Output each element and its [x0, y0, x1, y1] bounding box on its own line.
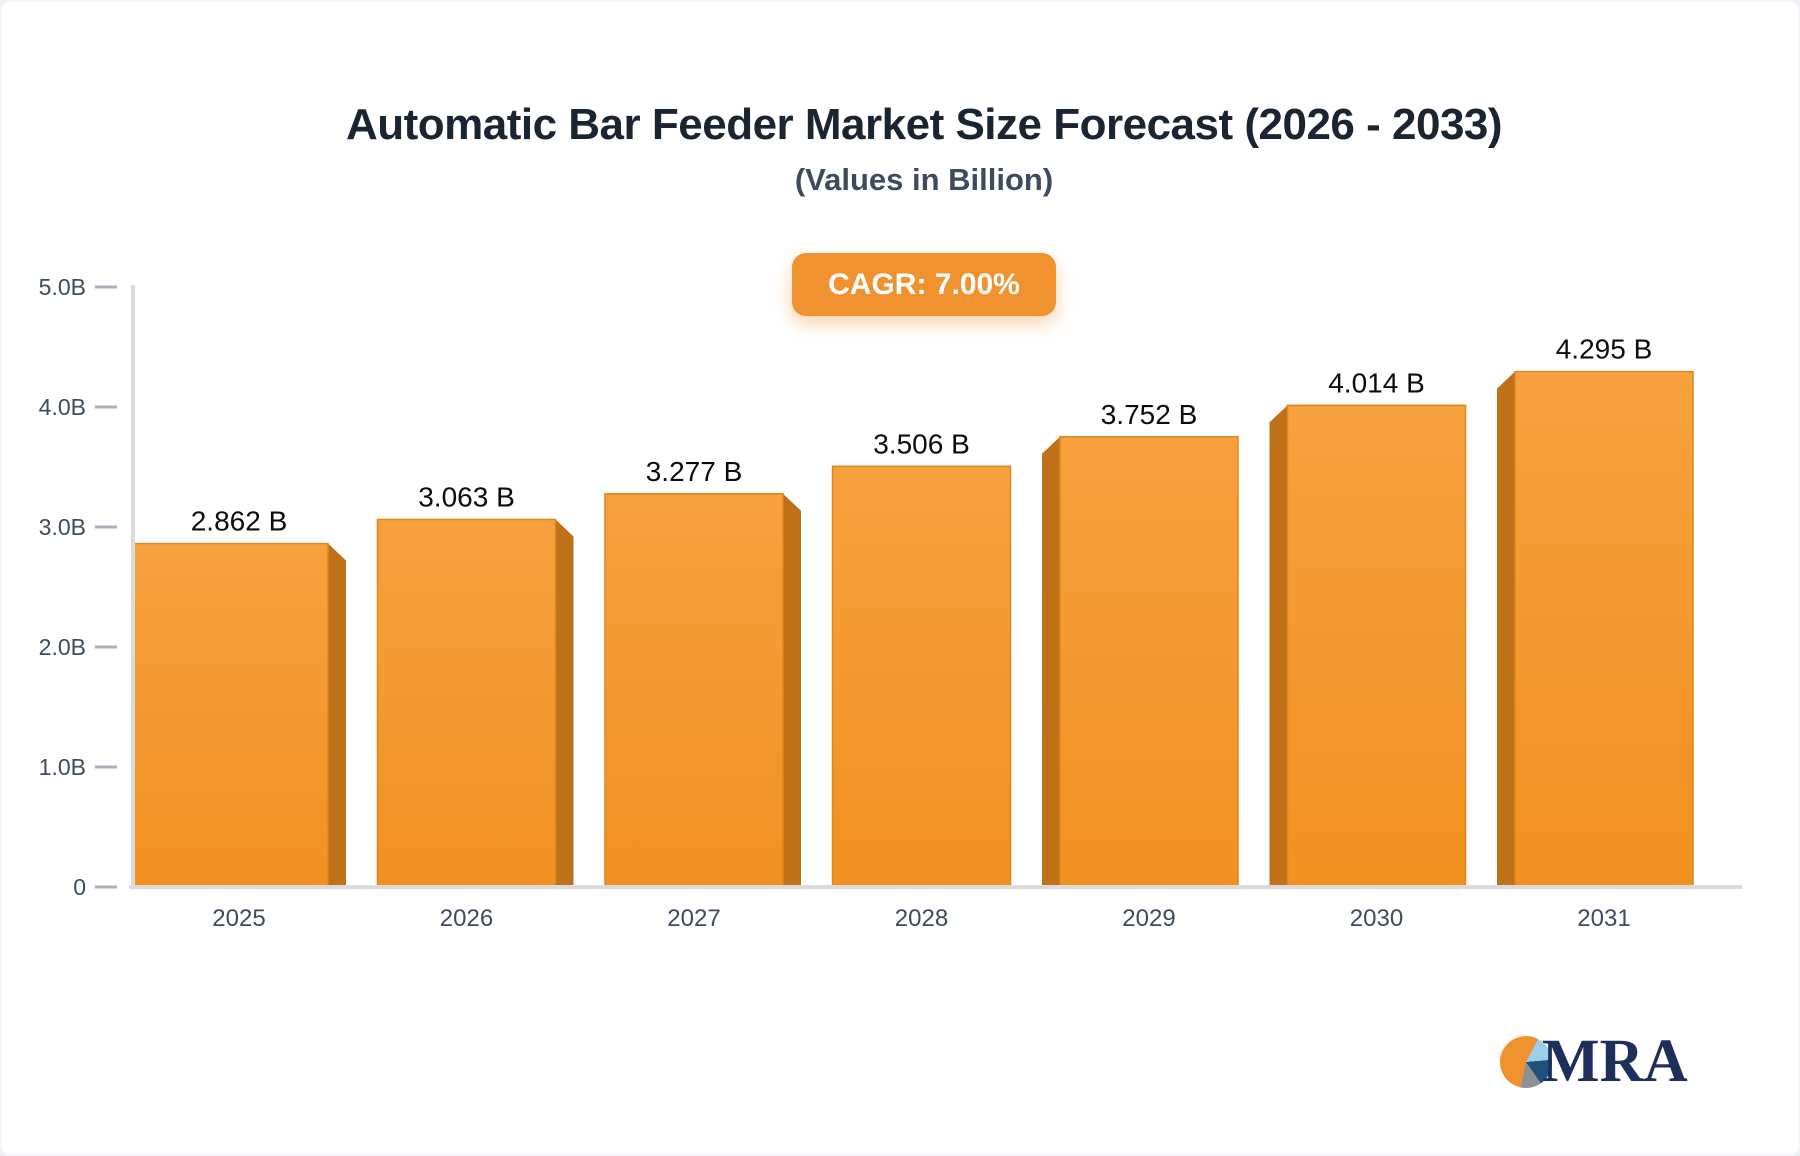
bar-face-2026 — [376, 518, 557, 887]
bar-side-2029 — [1042, 436, 1060, 886]
bar-value-label: 3.506 B — [873, 428, 970, 459]
bar-side-2031 — [1497, 371, 1515, 887]
bar-face-2027 — [604, 493, 784, 887]
bar-face-2025 — [132, 542, 329, 887]
chart-subtitle: (Values in Billion) — [794, 162, 1054, 197]
bar-face-2029 — [1059, 436, 1239, 887]
bar-face-2031 — [1514, 370, 1694, 887]
y-axis-label: 4.0B — [39, 394, 86, 420]
y-axis-label: 5.0B — [39, 274, 86, 300]
bar-value-label: 2.862 B — [191, 506, 288, 537]
x-axis-label: 2029 — [1122, 905, 1175, 932]
x-axis-label: 2031 — [1577, 905, 1630, 932]
x-axis-label: 2028 — [895, 905, 948, 932]
bar-value-label: 4.295 B — [1556, 334, 1653, 365]
x-axis-label: 2026 — [440, 905, 493, 932]
bar-value-label: 3.752 B — [1101, 399, 1198, 430]
cagr-badge-row: CAGR: 7.00% — [0, 253, 1800, 316]
y-axis-label: 0 — [73, 874, 86, 900]
x-axis-label: 2030 — [1350, 905, 1403, 932]
brand-logo-text: MRA — [1542, 1028, 1688, 1095]
brand-logo: MRA — [1500, 1028, 1688, 1095]
y-axis-label: 3.0B — [39, 514, 86, 540]
cagr-badge: CAGR: 7.00% — [792, 253, 1056, 316]
bar-face-2030 — [1286, 404, 1467, 887]
x-axis-label: 2027 — [667, 905, 720, 932]
chart-title: Automatic Bar Feeder Market Size Forecas… — [345, 100, 1503, 149]
pie-chart-logo-icon — [1500, 1036, 1552, 1088]
x-axis-label: 2025 — [212, 905, 265, 932]
bar-side-2025 — [328, 543, 346, 886]
bar-value-label: 4.014 B — [1328, 367, 1425, 398]
bar-side-2026 — [555, 519, 574, 886]
bar-side-2027 — [783, 493, 801, 886]
bar-value-label: 3.277 B — [646, 456, 743, 487]
bar-face-2028 — [831, 465, 1012, 887]
bar-value-label: 3.063 B — [418, 481, 515, 512]
y-axis-label: 1.0B — [39, 754, 86, 780]
y-axis-label: 2.0B — [39, 634, 86, 660]
bar-side-2030 — [1269, 405, 1288, 886]
